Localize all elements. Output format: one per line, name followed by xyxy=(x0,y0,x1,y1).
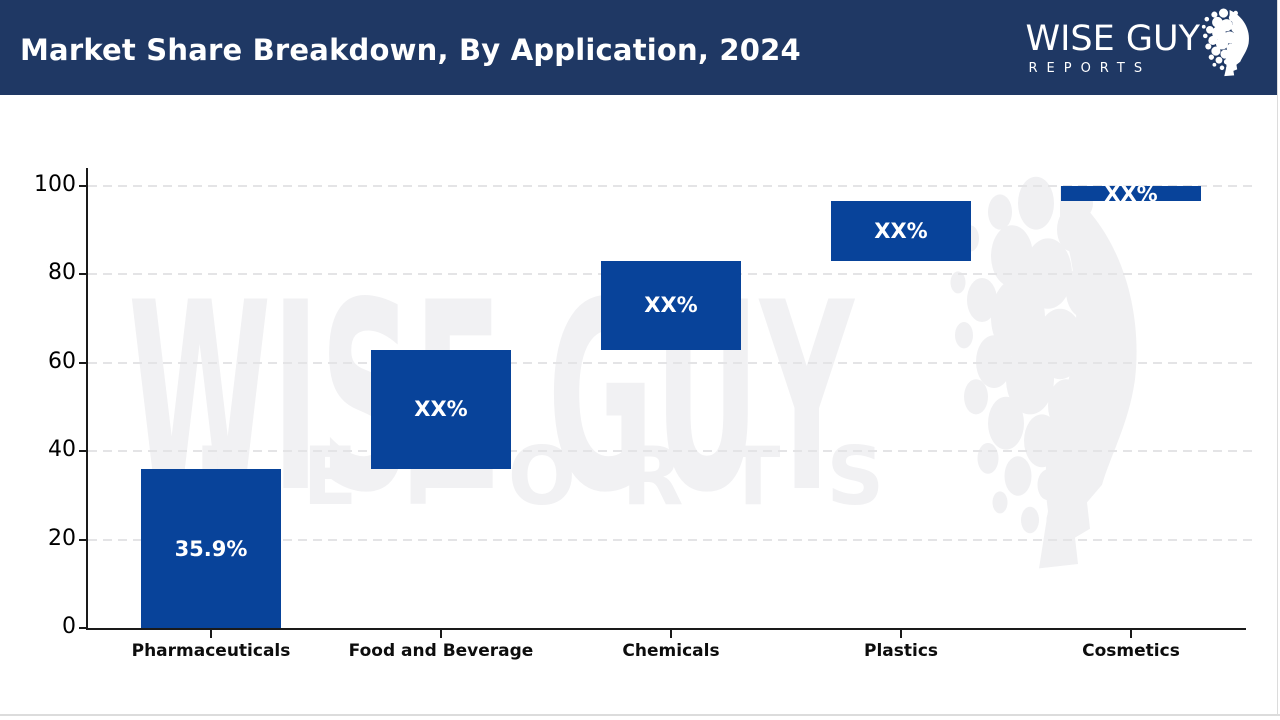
gridline xyxy=(88,450,1258,453)
waterfall-bar: XX% xyxy=(601,261,741,350)
x-tick-mark xyxy=(900,630,902,638)
y-tick-mark xyxy=(79,538,88,541)
waterfall-bar: XX% xyxy=(831,201,971,262)
y-axis-tick-label: 100 xyxy=(34,172,76,197)
x-tick-mark xyxy=(670,630,672,638)
waterfall-bar: XX% xyxy=(1061,182,1201,206)
waterfall-bar: XX% xyxy=(371,349,511,470)
x-axis-line xyxy=(86,628,1246,630)
x-tick-mark xyxy=(210,630,212,638)
right-divider xyxy=(1277,0,1278,716)
gridline xyxy=(88,361,1258,364)
y-axis-tick-label: 60 xyxy=(48,348,76,374)
gridline xyxy=(88,538,1258,541)
y-tick-mark xyxy=(79,185,88,187)
x-axis-category-label: Chemicals xyxy=(622,641,720,661)
y-axis-tick-label: 40 xyxy=(48,437,76,463)
logo-wordmark-line2: REPORTS xyxy=(1028,60,1152,76)
header-bar: Market Share Breakdown, By Application, … xyxy=(0,0,1278,95)
y-tick-mark xyxy=(79,450,88,453)
y-axis-tick-label: 80 xyxy=(48,260,76,286)
bar-value-label: XX% xyxy=(1104,181,1158,206)
chart-title: Market Share Breakdown, By Application, … xyxy=(20,32,801,67)
y-tick-mark xyxy=(79,627,88,629)
y-axis-line xyxy=(86,168,88,630)
bar-value-label: XX% xyxy=(414,397,468,422)
x-axis-category-label: Plastics xyxy=(863,641,939,661)
y-axis-tick-label: 20 xyxy=(48,525,76,551)
y-axis-tick-label: 0 xyxy=(62,614,76,639)
waterfall-bar: 35.9% xyxy=(141,469,281,628)
logo-wordmark: WISE GUY REPORTS xyxy=(1025,18,1200,76)
bottom-divider xyxy=(0,714,1280,716)
bar-value-label: XX% xyxy=(644,293,698,318)
logo-head-icon xyxy=(1201,8,1250,76)
x-tick-mark xyxy=(440,630,442,638)
x-axis-category-label: Cosmetics xyxy=(1082,641,1180,661)
logo-wordmark-line1: WISE GUY xyxy=(1025,18,1200,59)
y-tick-mark xyxy=(79,273,88,276)
wiseguy-logo: WISE GUY REPORTS xyxy=(1025,8,1260,83)
y-tick-mark xyxy=(79,361,88,364)
bar-value-label: XX% xyxy=(874,219,928,244)
x-axis-category-label: Pharmaceuticals xyxy=(131,641,291,661)
gridline xyxy=(88,185,1258,187)
x-axis-category-label: Food and Beverage xyxy=(348,641,534,661)
bar-value-label: 35.9% xyxy=(174,536,248,561)
x-tick-mark xyxy=(1130,630,1132,638)
